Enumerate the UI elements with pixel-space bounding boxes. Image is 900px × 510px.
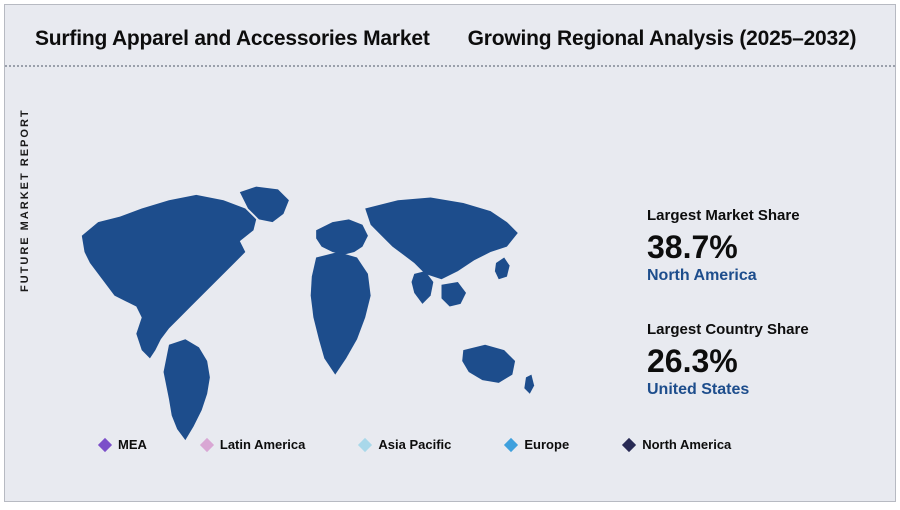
stat-value-country-share: 26.3% — [647, 344, 877, 379]
body-area: FUTURE MARKET REPORT — [5, 67, 895, 417]
stat-label-country-share: Largest Country Share — [647, 321, 877, 338]
stat-region-market-share: North America — [647, 267, 877, 285]
stat-block-market-share: Largest Market Share 38.7% North America — [647, 207, 877, 285]
header-bar: Surfing Apparel and Accessories Market G… — [5, 5, 895, 67]
legend-item-north-america[interactable]: North America — [624, 437, 731, 452]
legend-label-north-america: North America — [642, 437, 731, 452]
world-map — [60, 162, 605, 462]
stats-panel: Largest Market Share 38.7% North America… — [647, 207, 877, 435]
stat-value-market-share: 38.7% — [647, 230, 877, 265]
page-title: Surfing Apparel and Accessories Market — [35, 27, 430, 51]
stat-label-market-share: Largest Market Share — [647, 207, 877, 224]
page-subtitle: Growing Regional Analysis (2025–2032) — [468, 27, 857, 51]
sidebar-branding: FUTURE MARKET REPORT — [19, 108, 31, 292]
world-map-svg — [60, 162, 605, 462]
report-card: Surfing Apparel and Accessories Market G… — [4, 4, 896, 502]
legend-diamond-north-america — [622, 437, 636, 451]
stat-block-country-share: Largest Country Share 26.3% United State… — [647, 321, 877, 399]
stat-region-country-share: United States — [647, 381, 877, 399]
